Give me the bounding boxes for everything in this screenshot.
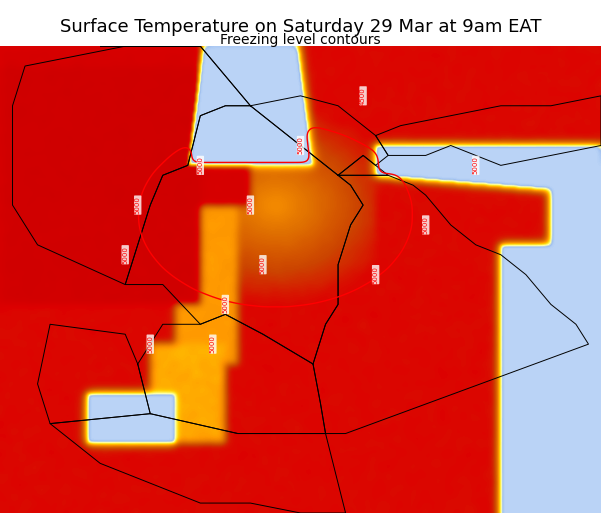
Text: 5000: 5000	[210, 335, 216, 353]
Text: 5000: 5000	[473, 156, 479, 174]
Text: 5000: 5000	[297, 136, 304, 154]
Text: 5000: 5000	[373, 266, 379, 284]
Text: 5000: 5000	[248, 196, 254, 214]
Text: Surface Temperature on Saturday 29 Mar at 9am EAT: Surface Temperature on Saturday 29 Mar a…	[59, 18, 542, 36]
Text: 4500: 4500	[360, 87, 366, 105]
Text: 5000: 5000	[260, 256, 266, 273]
Text: 5000: 5000	[423, 216, 429, 234]
Text: Freezing level contours: Freezing level contours	[220, 33, 381, 47]
Text: 5000: 5000	[122, 246, 128, 264]
Text: 5000: 5000	[147, 335, 153, 353]
Text: 5000: 5000	[197, 156, 203, 174]
Text: 5000: 5000	[222, 295, 228, 313]
Text: 5000: 5000	[135, 196, 141, 214]
